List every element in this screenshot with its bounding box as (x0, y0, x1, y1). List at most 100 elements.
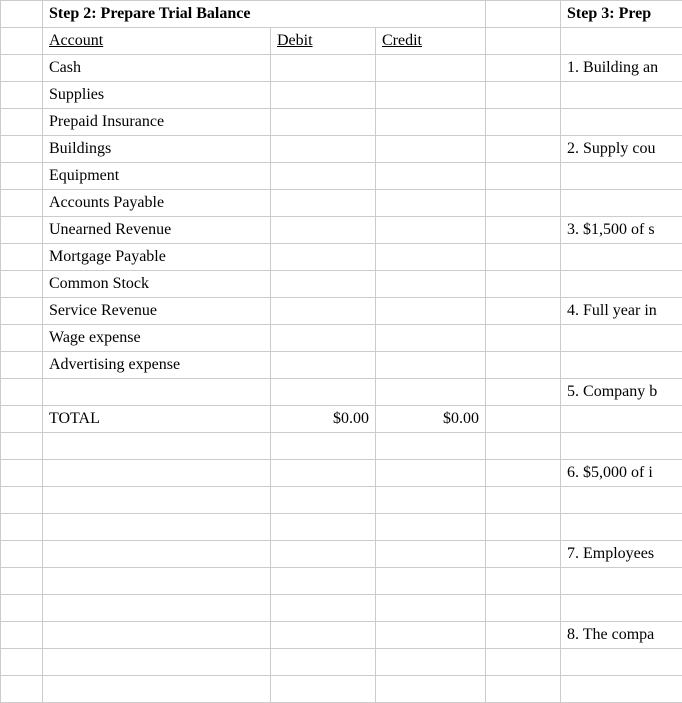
cell-empty[interactable] (271, 514, 376, 541)
cell-empty[interactable] (561, 649, 682, 676)
note-3[interactable]: 3. $1,500 of s (561, 217, 682, 244)
cell-credit[interactable] (376, 352, 486, 379)
cell-empty[interactable] (486, 379, 561, 406)
cell-empty[interactable] (1, 298, 43, 325)
cell-credit[interactable] (376, 298, 486, 325)
account-label[interactable]: Prepaid Insurance (43, 109, 271, 136)
note-5[interactable]: 5. Company b (561, 379, 682, 406)
cell-empty[interactable] (271, 568, 376, 595)
cell-debit[interactable] (271, 82, 376, 109)
cell-empty[interactable] (486, 649, 561, 676)
cell-empty[interactable] (561, 325, 682, 352)
cell-empty[interactable] (486, 325, 561, 352)
cell-empty[interactable] (376, 379, 486, 406)
cell-debit[interactable] (271, 298, 376, 325)
cell-empty[interactable] (486, 487, 561, 514)
cell-credit[interactable] (376, 136, 486, 163)
cell-empty[interactable] (486, 217, 561, 244)
cell-empty[interactable] (486, 136, 561, 163)
cell-empty[interactable] (561, 568, 682, 595)
account-label[interactable]: Unearned Revenue (43, 217, 271, 244)
cell-empty[interactable] (376, 622, 486, 649)
cell-empty[interactable] (1, 136, 43, 163)
account-label[interactable]: Supplies (43, 82, 271, 109)
note-4[interactable]: 4. Full year in (561, 298, 682, 325)
cell-empty[interactable] (486, 514, 561, 541)
step2-title[interactable]: Step 2: Prepare Trial Balance (43, 1, 486, 28)
cell-debit[interactable] (271, 217, 376, 244)
cell-empty[interactable] (1, 352, 43, 379)
cell-credit[interactable] (376, 325, 486, 352)
cell-empty[interactable] (43, 622, 271, 649)
cell-credit[interactable] (376, 109, 486, 136)
cell-empty[interactable] (376, 433, 486, 460)
step3-title[interactable]: Step 3: Prep (561, 1, 682, 28)
cell-empty[interactable] (43, 379, 271, 406)
cell-empty[interactable] (376, 676, 486, 703)
cell-empty[interactable] (561, 433, 682, 460)
cell-empty[interactable] (1, 541, 43, 568)
account-label[interactable]: Cash (43, 55, 271, 82)
cell-empty[interactable] (486, 82, 561, 109)
cell-empty[interactable] (376, 649, 486, 676)
cell-empty[interactable] (43, 514, 271, 541)
cell-empty[interactable] (376, 460, 486, 487)
cell-empty[interactable] (1, 244, 43, 271)
cell-empty[interactable] (43, 595, 271, 622)
cell-empty[interactable] (561, 109, 682, 136)
cell-credit[interactable] (376, 82, 486, 109)
cell-empty[interactable] (561, 271, 682, 298)
cell-empty[interactable] (1, 82, 43, 109)
cell-empty[interactable] (486, 298, 561, 325)
cell-debit[interactable] (271, 190, 376, 217)
cell-empty[interactable] (43, 649, 271, 676)
cell-empty[interactable] (43, 487, 271, 514)
account-label[interactable]: Service Revenue (43, 298, 271, 325)
cell-empty[interactable] (1, 109, 43, 136)
cell-empty[interactable] (1, 379, 43, 406)
account-label[interactable]: Wage expense (43, 325, 271, 352)
account-label[interactable]: Common Stock (43, 271, 271, 298)
total-label[interactable]: TOTAL (43, 406, 271, 433)
cell-empty[interactable] (561, 514, 682, 541)
header-credit[interactable]: Credit (376, 28, 486, 55)
cell-empty[interactable] (1, 460, 43, 487)
cell-empty[interactable] (561, 244, 682, 271)
cell-empty[interactable] (43, 433, 271, 460)
cell-credit[interactable] (376, 217, 486, 244)
total-credit[interactable]: $0.00 (376, 406, 486, 433)
cell-empty[interactable] (561, 406, 682, 433)
cell-empty[interactable] (1, 406, 43, 433)
account-label[interactable]: Accounts Payable (43, 190, 271, 217)
cell-empty[interactable] (43, 460, 271, 487)
cell-empty[interactable] (1, 676, 43, 703)
cell-empty[interactable] (486, 433, 561, 460)
cell-debit[interactable] (271, 136, 376, 163)
cell-empty[interactable] (561, 82, 682, 109)
cell-empty[interactable] (43, 568, 271, 595)
cell-empty[interactable] (1, 487, 43, 514)
cell-empty[interactable] (486, 28, 561, 55)
cell-credit[interactable] (376, 55, 486, 82)
cell-empty[interactable] (271, 433, 376, 460)
note-1[interactable]: 1. Building an (561, 55, 682, 82)
cell-empty[interactable] (486, 271, 561, 298)
cell-empty[interactable] (561, 28, 682, 55)
cell-empty[interactable] (486, 55, 561, 82)
cell-empty[interactable] (1, 514, 43, 541)
cell-empty[interactable] (561, 163, 682, 190)
cell-empty[interactable] (561, 190, 682, 217)
cell-empty[interactable] (486, 406, 561, 433)
cell-empty[interactable] (271, 541, 376, 568)
header-account[interactable]: Account (43, 28, 271, 55)
cell-empty[interactable] (486, 109, 561, 136)
account-label[interactable]: Advertising expense (43, 352, 271, 379)
cell-empty[interactable] (1, 649, 43, 676)
cell-empty[interactable] (561, 487, 682, 514)
note-2[interactable]: 2. Supply cou (561, 136, 682, 163)
cell-empty[interactable] (271, 622, 376, 649)
cell-empty[interactable] (1, 433, 43, 460)
cell-credit[interactable] (376, 271, 486, 298)
cell-empty[interactable] (1, 568, 43, 595)
cell-credit[interactable] (376, 163, 486, 190)
